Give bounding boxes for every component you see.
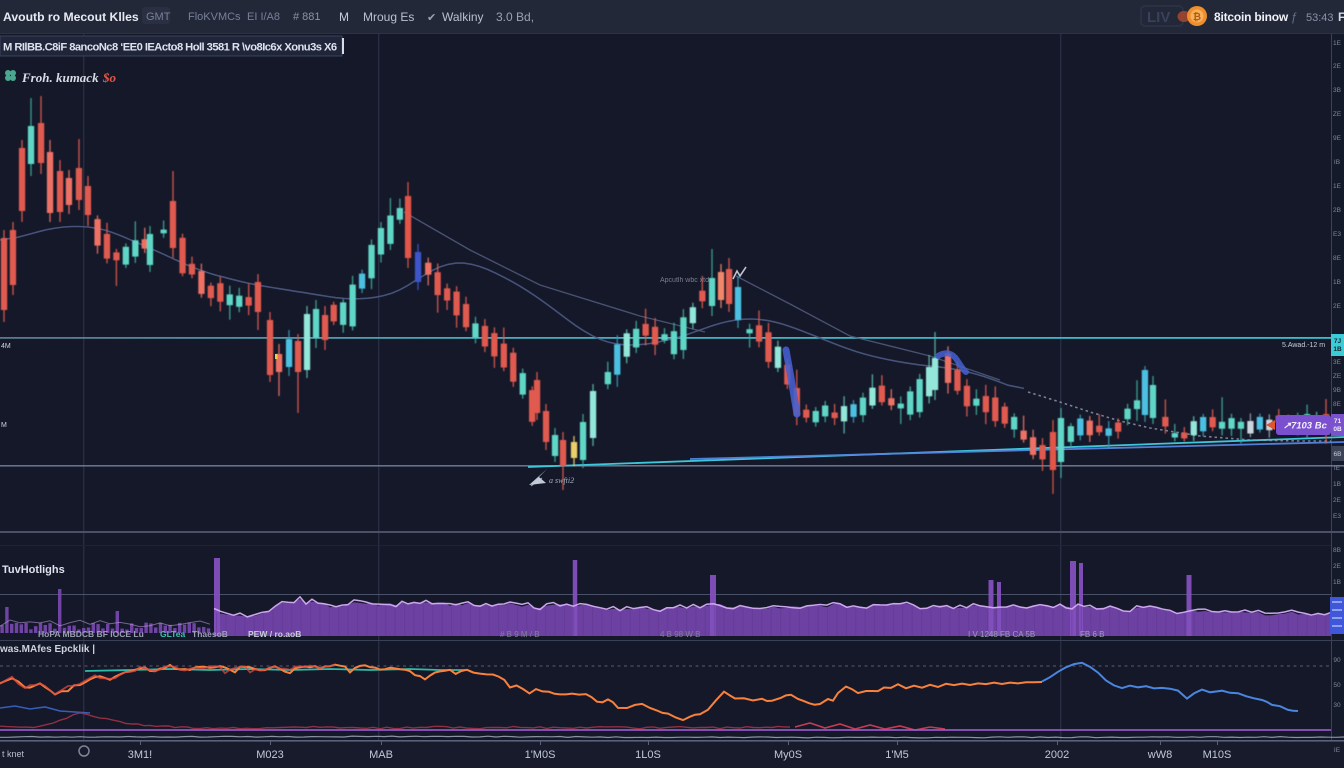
svg-text:ThaesoB: ThaesoB: [192, 629, 228, 639]
svg-text:FB 6 B: FB 6 B: [1080, 630, 1104, 639]
svg-text:1B: 1B: [1333, 579, 1341, 586]
svg-text:7J: 7J: [1334, 338, 1342, 345]
svg-text:1B: 1B: [1333, 346, 1342, 353]
svg-text:LIV: LIV: [1147, 9, 1170, 26]
svg-text:8B: 8B: [1333, 547, 1341, 554]
svg-text:1L0S: 1L0S: [635, 749, 661, 761]
svg-text:$o: $o: [102, 70, 117, 85]
svg-text:TuvHotlighs: TuvHotlighs: [2, 564, 65, 576]
svg-text:2E: 2E: [1333, 497, 1342, 504]
svg-text:EI I/A8: EI I/A8: [247, 11, 280, 23]
svg-text:1'M5: 1'M5: [885, 749, 909, 761]
svg-text:3.0 Bd,: 3.0 Bd,: [496, 10, 534, 24]
svg-text:wW8: wW8: [1147, 749, 1172, 761]
svg-text:9B: 9B: [1333, 387, 1341, 394]
svg-text:GMT: GMT: [146, 11, 171, 23]
svg-text:t knet: t knet: [2, 749, 25, 759]
svg-text:3M1!: 3M1!: [128, 749, 152, 761]
svg-text:2E: 2E: [1333, 63, 1342, 70]
svg-text:1'M0S: 1'M0S: [525, 749, 556, 761]
svg-text:4M: 4M: [1, 343, 11, 350]
svg-text:M023: M023: [256, 749, 284, 761]
svg-text:Apcutlh wbc xtd: Apcutlh wbc xtd: [660, 277, 709, 284]
svg-text:71: 71: [1334, 418, 1342, 425]
svg-text:GLTea: GLTea: [160, 629, 185, 639]
svg-text:1E: 1E: [1333, 40, 1342, 47]
svg-text:HoPA MBDCB BF IOCE Lu: HoPA MBDCB BF IOCE Lu: [38, 629, 144, 639]
svg-text:ZE: ZE: [1333, 111, 1342, 118]
svg-text:6B: 6B: [1334, 451, 1342, 458]
svg-text:Mroug Es: Mroug Es: [363, 10, 414, 24]
svg-text:↗7103 Bc: ↗7103 Bc: [1283, 421, 1328, 432]
svg-text:9E: 9E: [1333, 135, 1342, 142]
svg-text:2E: 2E: [1333, 563, 1342, 570]
svg-text:1E: 1E: [1333, 183, 1342, 190]
svg-text:2B: 2B: [1333, 207, 1341, 214]
svg-text:1B: 1B: [1333, 481, 1341, 488]
svg-text:MAB: MAB: [369, 749, 393, 761]
svg-text:FloKVMCs: FloKVMCs: [188, 11, 241, 23]
svg-text:ƒ: ƒ: [1291, 10, 1298, 24]
svg-text:I V 1248 FB CA 5B: I V 1248 FB CA 5B: [968, 630, 1035, 639]
svg-text:PEW / ro.aoB: PEW / ro.aoB: [248, 629, 301, 639]
svg-text:M10S: M10S: [1203, 749, 1232, 761]
svg-text:4 B 98 W B: 4 B 98 W B: [660, 630, 700, 639]
svg-text:# B 9 M / B: # B 9 M / B: [500, 630, 540, 639]
svg-text:3B: 3B: [1333, 87, 1341, 94]
svg-text:Walkiny: Walkiny: [442, 10, 484, 24]
svg-text:a swftiƻ: a swftiƻ: [549, 476, 574, 485]
svg-text:was.MAfes Epcklik |: was.MAfes Epcklik |: [0, 644, 95, 655]
svg-text:Avoutb ro Mecout Klles: Avoutb ro Mecout Klles: [3, 10, 139, 24]
svg-text:IE: IE: [1334, 747, 1341, 754]
svg-text:# 881: # 881: [293, 11, 321, 23]
svg-text:M: M: [339, 10, 349, 24]
svg-text:50: 50: [1333, 682, 1341, 689]
svg-text:2E: 2E: [1333, 303, 1342, 310]
svg-text:8itcoin binow: 8itcoin binow: [1214, 10, 1289, 24]
svg-text:ZE: ZE: [1333, 373, 1342, 380]
svg-text:M: M: [1, 422, 7, 429]
svg-text:3E: 3E: [1333, 359, 1342, 366]
svg-text:2002: 2002: [1045, 749, 1069, 761]
svg-text:My0S: My0S: [774, 749, 802, 761]
svg-text:✔: ✔: [427, 12, 436, 24]
svg-text:53:43: 53:43: [1306, 12, 1334, 24]
svg-text:F: F: [1338, 10, 1344, 24]
svg-text:8E: 8E: [1333, 401, 1342, 408]
svg-text:Froh. kumack: Froh. kumack: [21, 70, 99, 85]
svg-text:₿: ₿: [1193, 11, 1201, 23]
svg-text:90: 90: [1333, 657, 1341, 664]
svg-text:E3: E3: [1333, 231, 1341, 238]
svg-text:IB: IB: [1334, 159, 1340, 166]
svg-text:30: 30: [1333, 702, 1341, 709]
svg-text:0B: 0B: [1333, 426, 1342, 433]
svg-text:IE: IE: [1334, 465, 1341, 472]
svg-text:E3: E3: [1333, 513, 1341, 520]
svg-text:5.Awad.-12 m: 5.Awad.-12 m: [1282, 342, 1325, 349]
svg-text:M RIlBB.C8iF 8ancoNc8 ‘EE0 IEA: M RIlBB.C8iF 8ancoNc8 ‘EE0 IEActo8 Holl …: [3, 42, 337, 54]
svg-text:8E: 8E: [1333, 255, 1342, 262]
svg-text:1B: 1B: [1333, 279, 1341, 286]
